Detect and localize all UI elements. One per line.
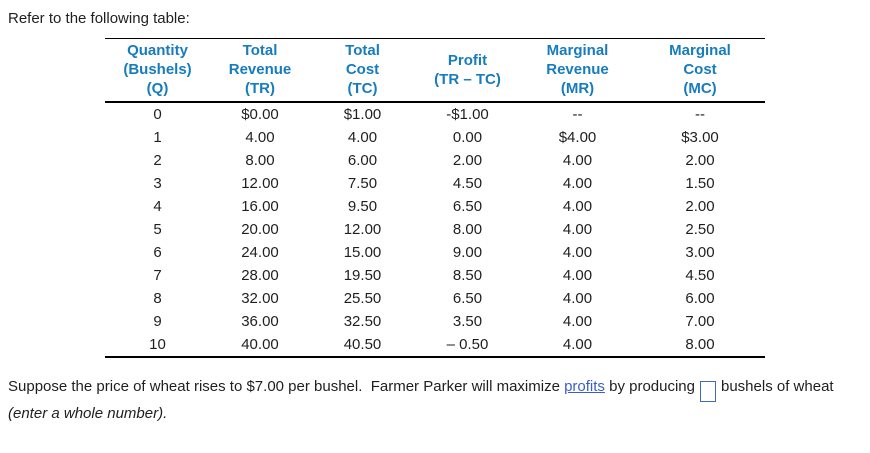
table-cell: 32.50 (343, 313, 382, 330)
question-part1: Suppose the price of wheat rises to $7.0… (8, 378, 565, 395)
table-cell: 9.50 (347, 198, 378, 215)
column-header: Quantity (Bushels) (Q) (105, 38, 210, 103)
table-cell: 24.00 (241, 244, 279, 261)
table-cell: 28.00 (241, 267, 279, 284)
table-cell: 4.00 (520, 333, 635, 358)
table-row: 10 40.00 40.50– 0.50 4.00 8.00 (105, 333, 765, 358)
question-part2: by producing (604, 378, 695, 395)
table-cell: 9.00 (452, 244, 483, 261)
table-cell: 9 (153, 313, 162, 330)
table-cell: 8.00 (635, 333, 765, 358)
table-row: 4 16.00 9.50 6.50 4.00 2.00 (105, 195, 765, 218)
table-cell: 32.00 (241, 290, 279, 307)
table-cell: 16.00 (241, 198, 279, 215)
table-cell: 4 (153, 198, 162, 215)
table-cell: – 0.50 (415, 333, 520, 358)
profits-link[interactable]: profits (564, 378, 605, 395)
table-cell: 2.00 (685, 198, 715, 215)
table-cell: 25.50 (343, 290, 382, 307)
table-cell: 4.00 (562, 313, 593, 330)
column-header: Marginal Revenue (MR) (520, 38, 635, 103)
table-cell: 5 (153, 221, 162, 238)
table-cell: $3.00 (681, 129, 719, 146)
table-cell: 36.00 (241, 313, 279, 330)
table-cell: 4.00 (562, 221, 593, 238)
table-cell: 3.50 (452, 313, 483, 330)
column-header: Profit (TR – TC) (415, 38, 520, 103)
table-cell: $0.00 (241, 106, 279, 123)
table-cell: 0 (153, 106, 162, 123)
table-cell: 4.50 (685, 267, 715, 284)
table-cell: 2.50 (685, 221, 715, 238)
table-cell: 6.00 (347, 152, 378, 169)
table-cell: 3.00 (685, 244, 715, 261)
table-cell: 3 (153, 175, 162, 192)
table-cell: 15.00 (343, 244, 382, 261)
table-cell: 6.50 (452, 290, 483, 307)
table-cell: -$1.00 (446, 106, 489, 123)
intro-text: Refer to the following table: (8, 10, 190, 27)
table-cell: $4.00 (558, 129, 597, 146)
table-cell: 12.00 (343, 221, 382, 238)
table-cell: 20.00 (241, 221, 279, 238)
table-cell: 8.00 (245, 152, 275, 169)
table-row: 9 36.00 32.50 3.50 4.00 7.00 (105, 310, 765, 333)
table-row: 8 32.00 25.50 6.50 4.00 6.00 (105, 287, 765, 310)
table-cell: 0.00 (452, 129, 483, 146)
table-cell: 4.00 (562, 198, 593, 215)
table-cell: 8 (153, 290, 162, 307)
table-cell: 4.50 (452, 175, 483, 192)
table-cell: 4.00 (562, 267, 593, 284)
table-cell: 6.00 (685, 290, 715, 307)
table-cell: 1.50 (685, 175, 715, 192)
table-cell: -- (572, 106, 583, 123)
table-cell: 8.00 (452, 221, 483, 238)
table-cell: -- (695, 106, 705, 123)
table-row: 3 12.00 7.50 4.50 4.00 1.50 (105, 172, 765, 195)
table-cell: 4.00 (245, 129, 275, 146)
question-italic-note: (enter a whole number). (8, 405, 168, 422)
table-row: 2 8.00 6.00 2.00 4.00 2.00 (105, 149, 765, 172)
table-header-row: Quantity (Bushels) (Q) Total Revenue (TR) Tota… (105, 38, 765, 103)
table-cell: 2.00 (452, 152, 483, 169)
column-header: Total Cost (TC) (310, 38, 415, 103)
table-row: 6 24.00 15.00 9.00 4.00 3.00 (105, 241, 765, 264)
table-cell: 8.50 (452, 267, 483, 284)
table-row: 1 4.00 4.00 0.00 $4.00 $3.00 (105, 126, 765, 149)
column-header: Marginal Cost (MC) (635, 38, 765, 103)
table-row: 0 $0.00 $1.00 -$1.00 -- -- (105, 102, 765, 126)
table-cell: 19.50 (343, 267, 382, 284)
table-cell: 4.00 (562, 175, 593, 192)
column-header: Total Revenue (TR) (210, 38, 310, 103)
table-cell: 12.00 (241, 175, 279, 192)
table-cell: 40.00 (210, 333, 310, 358)
table-row: 5 20.00 12.00 8.00 4.00 2.50 (105, 218, 765, 241)
table-cell: 1 (153, 129, 162, 146)
table-cell: 4.00 (347, 129, 378, 146)
question-text: Suppose the price of wheat rises to $7.0… (8, 375, 864, 426)
table-cell: 7 (153, 267, 162, 284)
table-cell: 4.00 (562, 152, 593, 169)
table-row: 7 28.00 19.50 8.50 4.00 4.50 (105, 264, 765, 287)
economics-table: Quantity (Bushels) (Q) Total Revenue (TR) Tota… (105, 38, 765, 358)
table-body: 0 $0.00 $1.00 -$1.00 -- -- 1 4.00 4.00 0.00 $4.00 $… (105, 102, 765, 358)
table-cell: 10 (105, 333, 210, 358)
table-cell: 7.00 (685, 313, 715, 330)
table-cell: 4.00 (562, 290, 593, 307)
table-cell: 2.00 (685, 152, 715, 169)
table-cell: 2 (153, 152, 162, 169)
table-cell: 7.50 (347, 175, 378, 192)
table-cell: 6.50 (452, 198, 483, 215)
answer-input[interactable] (700, 381, 716, 402)
table-cell: 4.00 (562, 244, 593, 261)
table-cell: $1.00 (343, 106, 382, 123)
table-cell: 6 (153, 244, 162, 261)
table-cell: 40.50 (310, 333, 415, 358)
question-part3: bushels of wheat (721, 378, 834, 395)
